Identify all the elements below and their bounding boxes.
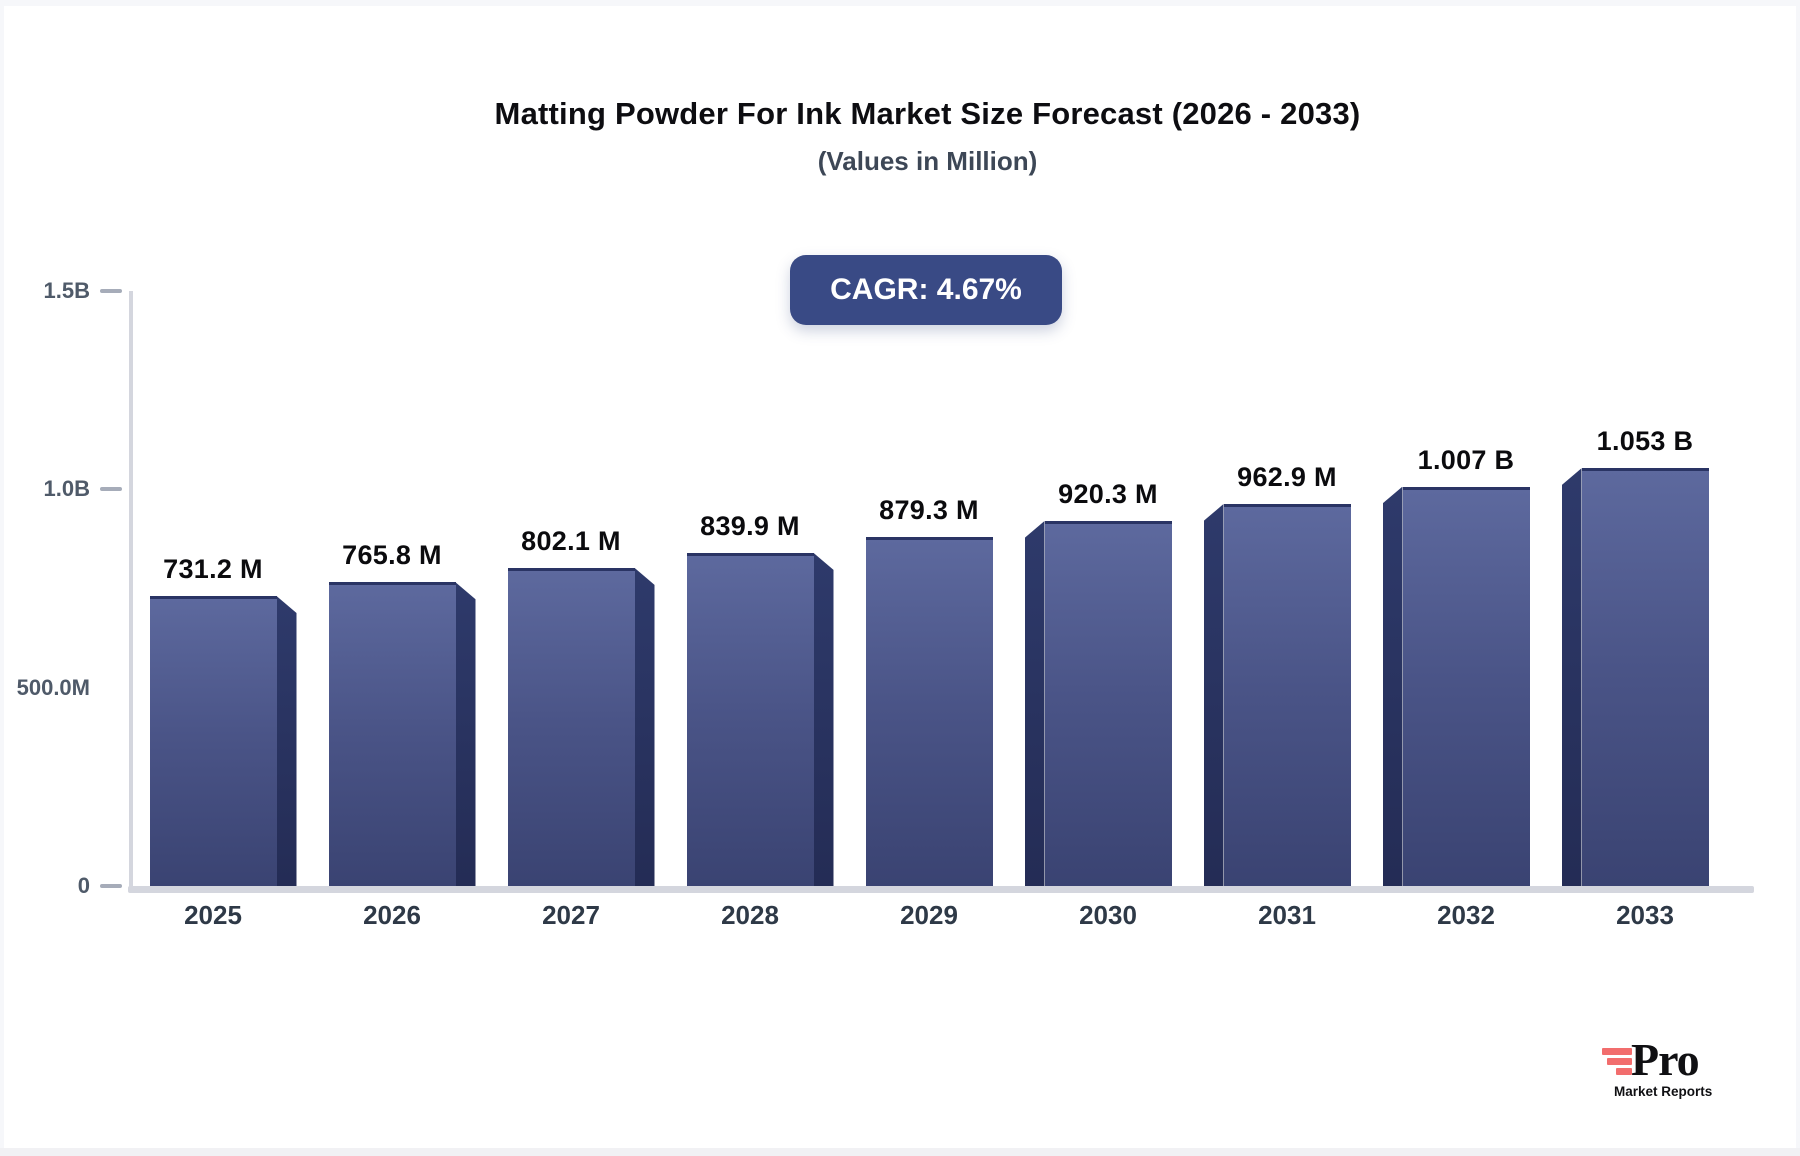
x-axis-category-label: 2033 — [1616, 900, 1674, 930]
bar-2031 — [1223, 504, 1351, 886]
bar-value-label: 1.007 B — [1417, 444, 1515, 475]
bar-value-label: 765.8 M — [342, 540, 442, 571]
page-edge-top — [0, 0, 1800, 6]
bar-side-panel — [1382, 486, 1403, 886]
bar-2030 — [1044, 520, 1172, 886]
x-axis-category-label: 2025 — [184, 900, 242, 930]
bar-value-label: 839.9 M — [700, 510, 800, 541]
bar-value-label: 962.9 M — [1237, 462, 1337, 493]
bar-value-label: 920.3 M — [1058, 478, 1158, 509]
page-edge-right — [1796, 0, 1800, 1156]
x-axis-category-label: 2026 — [363, 900, 421, 930]
bar-side-panel — [1203, 504, 1224, 886]
bar-side-panel — [1561, 468, 1582, 886]
y-axis-tick-label: 0 — [77, 873, 90, 898]
bar-side-panel — [634, 567, 655, 886]
brand-logo: Pro Market Reports — [1602, 1034, 1722, 1099]
chart-subtitle: (Values in Million) — [817, 146, 1038, 176]
bar-side-panel — [1024, 520, 1045, 886]
x-axis-category-label: 2030 — [1079, 900, 1137, 930]
y-axis-tick-label: 1.0B — [43, 476, 90, 502]
bar-value-label: 879.3 M — [879, 495, 979, 526]
y-axis-tick — [100, 884, 122, 888]
x-axis-category-label: 2032 — [1437, 900, 1495, 930]
x-axis-category-label: 2031 — [1258, 900, 1316, 930]
y-axis-tick-label: 1.5B — [43, 278, 90, 303]
y-axis-tick-label: 500.0M — [16, 674, 90, 700]
bar-value-label: 731.2 M — [163, 553, 263, 584]
bar-value-label: 1.053 B — [1596, 426, 1694, 457]
cagr-badge: CAGR: 4.67% — [790, 255, 1062, 325]
bar-2025 — [149, 595, 277, 886]
bar-2027 — [507, 567, 635, 886]
chart-title: Matting Powder For Ink Market Size Forec… — [494, 96, 1361, 131]
page-edge-bottom — [0, 1148, 1800, 1156]
logo-text: Pro — [1631, 1034, 1700, 1085]
x-axis-category-label: 2028 — [721, 900, 779, 930]
logo-subtext: Market Reports — [1614, 1083, 1713, 1099]
bar-2029 — [865, 537, 993, 886]
bar-side-panel — [813, 552, 834, 886]
page-edge-left — [0, 0, 4, 1156]
bar-2033 — [1581, 468, 1709, 886]
x-axis-category-label: 2027 — [542, 900, 600, 930]
bar-side-panel — [276, 595, 297, 886]
bar-value-label: 802.1 M — [521, 525, 621, 556]
y-axis-tick — [100, 487, 122, 492]
x-axis-baseline — [128, 886, 1754, 893]
bar-side-panel — [455, 582, 476, 886]
bar-2026 — [328, 582, 456, 886]
logo-speed-lines-icon — [1602, 1048, 1632, 1078]
x-axis-category-label: 2029 — [900, 900, 958, 930]
y-axis-tick — [100, 289, 122, 293]
y-axis-line — [129, 291, 133, 887]
bar-2032 — [1402, 486, 1530, 886]
bar-2028 — [686, 552, 814, 886]
